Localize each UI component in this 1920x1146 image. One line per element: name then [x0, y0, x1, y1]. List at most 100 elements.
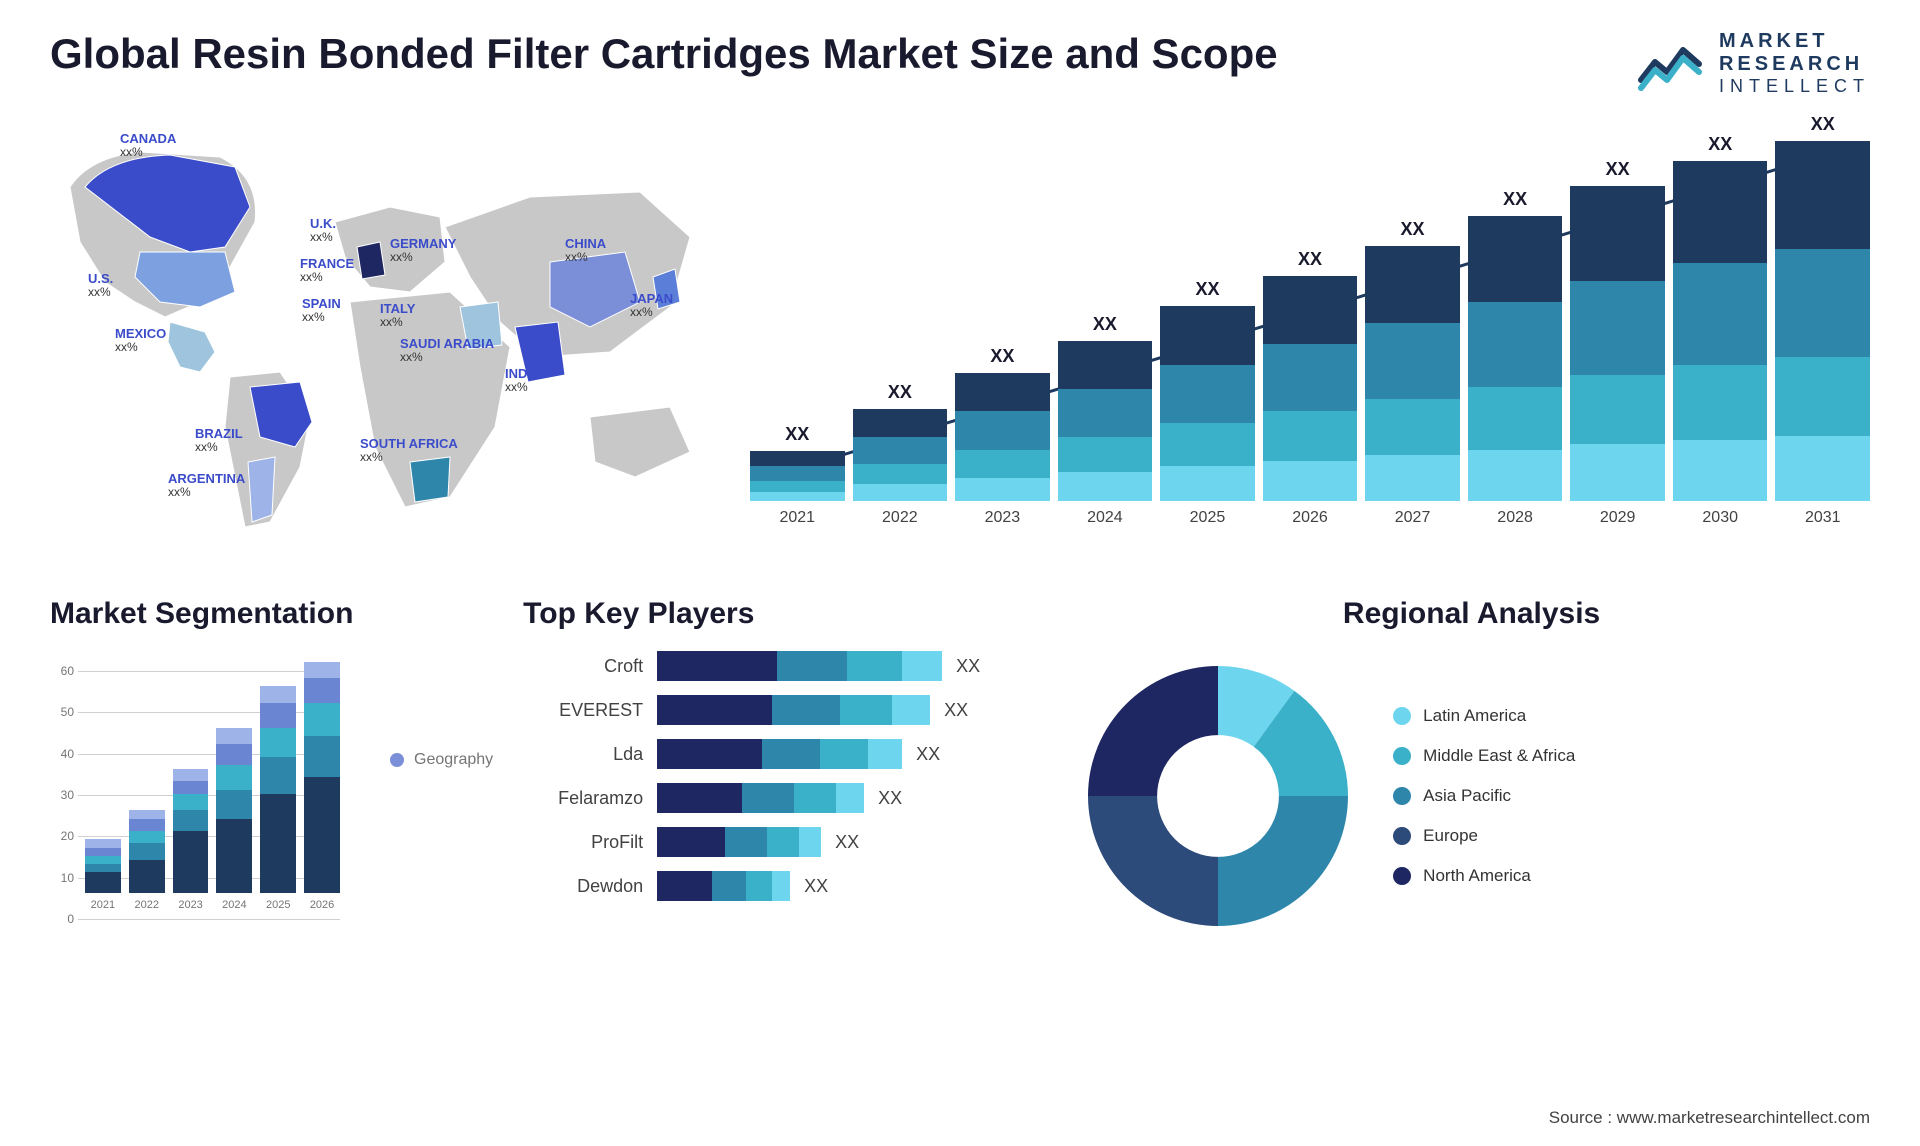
- player-bar-segment: [657, 827, 725, 857]
- bottom-row: Market Segmentation 0102030405060 202120…: [50, 597, 1870, 941]
- main-bar: XX2021: [750, 424, 845, 527]
- seg-bar-segment: [129, 860, 165, 893]
- main-bar-segment: [1570, 375, 1665, 444]
- player-value: XX: [835, 832, 859, 853]
- player-name: Croft: [523, 656, 643, 677]
- player-value: XX: [878, 788, 902, 809]
- region-legend-label: Latin America: [1423, 706, 1526, 726]
- player-bar: [657, 739, 902, 769]
- seg-bar-segment: [304, 736, 340, 777]
- main-bar-stack: [1058, 341, 1153, 501]
- main-bar-segment: [1058, 472, 1153, 501]
- main-bar-segment: [750, 466, 845, 481]
- player-value: XX: [944, 700, 968, 721]
- main-bar: XX2027: [1365, 219, 1460, 527]
- donut-slice: [1218, 796, 1348, 926]
- main-bar-segment: [1775, 357, 1870, 436]
- main-bar-year: 2022: [882, 509, 918, 527]
- main-bar-value: XX: [785, 424, 809, 445]
- seg-ytick: 60: [50, 664, 74, 678]
- player-bar-segment: [794, 783, 836, 813]
- main-bar-year: 2023: [985, 509, 1021, 527]
- player-bar-segment: [847, 651, 902, 681]
- seg-xlabel: 2024: [222, 899, 246, 911]
- main-bar-value: XX: [1195, 279, 1219, 300]
- seg-bar-segment: [85, 864, 121, 872]
- regional-content: Latin America Middle East & Africa Asia Pa…: [1073, 651, 1870, 941]
- seg-bar-stack: [260, 686, 296, 893]
- main-bar-segment: [1263, 344, 1358, 412]
- region-legend-swatch: [1393, 747, 1411, 765]
- main-bar-value: XX: [1093, 314, 1117, 335]
- seg-xlabel: 2023: [178, 899, 202, 911]
- seg-bar-segment: [173, 831, 209, 893]
- player-bar-segment: [657, 651, 777, 681]
- header: Global Resin Bonded Filter Cartridges Ma…: [50, 30, 1870, 97]
- main-bar-segment: [1263, 411, 1358, 461]
- players-title: Top Key Players: [523, 597, 1043, 631]
- main-bar-stack: [1160, 306, 1255, 501]
- player-row: ProFiltXX: [523, 827, 1043, 857]
- seg-bar: 2024: [216, 728, 252, 911]
- seg-bar-segment: [85, 856, 121, 864]
- main-bar-segment: [750, 492, 845, 501]
- main-bar-segment: [853, 437, 948, 465]
- main-bar-segment: [955, 450, 1050, 478]
- main-bar-segment: [1058, 437, 1153, 472]
- main-bar-year: 2030: [1702, 509, 1738, 527]
- main-bar-value: XX: [1298, 249, 1322, 270]
- seg-bar-segment: [304, 678, 340, 703]
- player-bar-segment: [836, 783, 864, 813]
- main-bar-segment: [1263, 276, 1358, 344]
- main-bar-segment: [1365, 323, 1460, 400]
- segmentation-axes: 0102030405060 202120222023202420252026: [50, 651, 340, 931]
- main-bar: XX2030: [1673, 134, 1768, 527]
- player-bar-segment: [657, 871, 712, 901]
- seg-xlabel: 2021: [91, 899, 115, 911]
- player-name: Dewdon: [523, 876, 643, 897]
- region-legend-label: Asia Pacific: [1423, 786, 1511, 806]
- seg-ytick: 30: [50, 788, 74, 802]
- segmentation-legend-dot: [390, 753, 404, 767]
- main-bar-segment: [1570, 186, 1665, 281]
- main-bar-segment: [1673, 161, 1768, 263]
- seg-bar-segment: [304, 777, 340, 893]
- donut-slice: [1088, 666, 1218, 796]
- main-bar-segment: [955, 411, 1050, 449]
- region-legend-item: Europe: [1393, 826, 1575, 846]
- main-bar-segment: [1468, 387, 1563, 450]
- segmentation-legend-label: Geography: [414, 751, 493, 769]
- seg-bar-segment: [304, 662, 340, 679]
- region-legend-label: Europe: [1423, 826, 1478, 846]
- player-bar-segment: [742, 783, 794, 813]
- seg-bar-segment: [129, 810, 165, 818]
- map-label: CHINAxx%: [565, 237, 606, 264]
- main-bar: XX2025: [1160, 279, 1255, 527]
- player-name: Lda: [523, 744, 643, 765]
- main-bar-segment: [1570, 281, 1665, 376]
- segmentation-chart: 0102030405060 202120222023202420252026 G…: [50, 651, 493, 931]
- seg-bar-segment: [216, 819, 252, 893]
- seg-bar-segment: [260, 794, 296, 893]
- map-label: CANADAxx%: [120, 132, 176, 159]
- logo-icon: [1637, 36, 1707, 92]
- main-bar-segment: [955, 478, 1050, 501]
- player-bar-segment: [657, 783, 742, 813]
- seg-bar-segment: [173, 810, 209, 831]
- main-bar-segment: [750, 481, 845, 492]
- main-bar-stack: [1263, 276, 1358, 501]
- seg-bar-stack: [304, 662, 340, 893]
- main-bar-segment: [1160, 365, 1255, 424]
- seg-bar-segment: [216, 744, 252, 765]
- players-panel: Top Key Players CroftXXEVERESTXXLdaXXFel…: [523, 597, 1043, 941]
- seg-bar-segment: [304, 703, 340, 736]
- seg-bar-segment: [260, 728, 296, 757]
- source-text: Source : www.marketresearchintellect.com: [1549, 1108, 1870, 1128]
- players-list: CroftXXEVERESTXXLdaXXFelaramzoXXProFiltX…: [523, 651, 1043, 901]
- argentina-shape: [248, 457, 275, 522]
- region-legend-item: Middle East & Africa: [1393, 746, 1575, 766]
- segmentation-legend: Geography: [390, 751, 493, 769]
- seg-bar-segment: [129, 831, 165, 843]
- main-bar-stack: [1468, 216, 1563, 501]
- map-label: JAPANxx%: [630, 292, 673, 319]
